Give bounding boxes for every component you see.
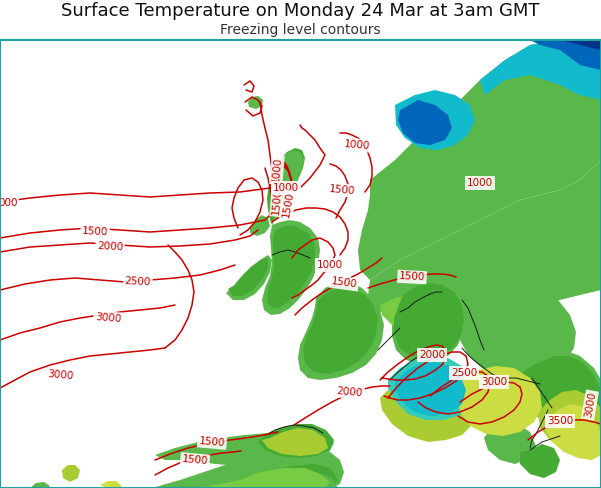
Polygon shape (298, 282, 384, 380)
Text: 1500: 1500 (281, 191, 295, 219)
Text: 000: 000 (0, 198, 18, 208)
Text: 1500: 1500 (198, 436, 225, 448)
Polygon shape (362, 288, 404, 312)
Text: 1500: 1500 (271, 188, 283, 216)
Text: 3000: 3000 (94, 312, 121, 324)
Polygon shape (358, 40, 601, 280)
Text: 2500: 2500 (451, 368, 477, 378)
Text: 1000: 1000 (467, 178, 493, 188)
Polygon shape (200, 468, 330, 488)
Polygon shape (484, 422, 536, 464)
Polygon shape (303, 288, 378, 374)
Polygon shape (100, 481, 122, 488)
Polygon shape (210, 464, 338, 488)
Text: 3000: 3000 (481, 377, 507, 387)
Polygon shape (380, 376, 474, 442)
Text: 1500: 1500 (182, 454, 209, 466)
Polygon shape (248, 96, 263, 109)
Polygon shape (538, 390, 601, 455)
Polygon shape (226, 255, 272, 300)
Text: 1500: 1500 (329, 184, 356, 196)
Text: 2000: 2000 (97, 242, 123, 253)
Polygon shape (395, 90, 475, 150)
Text: 2000: 2000 (419, 350, 445, 360)
Polygon shape (267, 226, 315, 308)
Polygon shape (398, 100, 452, 145)
Text: 3000: 3000 (583, 391, 597, 419)
Polygon shape (380, 295, 440, 335)
Polygon shape (560, 40, 601, 50)
Text: 3000: 3000 (46, 369, 73, 381)
Text: 1000: 1000 (344, 139, 370, 151)
Polygon shape (240, 472, 338, 488)
Polygon shape (155, 426, 334, 466)
Text: 1500: 1500 (331, 276, 358, 290)
Polygon shape (458, 366, 542, 436)
Polygon shape (262, 428, 328, 456)
Polygon shape (258, 424, 334, 458)
Polygon shape (267, 148, 305, 225)
Text: 3500: 3500 (547, 416, 573, 426)
Text: 2500: 2500 (124, 276, 151, 288)
Polygon shape (394, 283, 464, 358)
Polygon shape (262, 220, 320, 315)
Polygon shape (520, 444, 560, 478)
Polygon shape (480, 40, 601, 100)
Polygon shape (365, 160, 601, 320)
Polygon shape (228, 258, 268, 296)
Polygon shape (271, 150, 304, 220)
Text: Surface Temperature on Monday 24 Mar at 3am GMT: Surface Temperature on Monday 24 Mar at … (61, 2, 540, 20)
Polygon shape (520, 356, 601, 430)
Text: 2000: 2000 (337, 386, 364, 398)
Text: 1000: 1000 (273, 183, 299, 193)
Polygon shape (516, 350, 601, 435)
Polygon shape (392, 278, 466, 364)
Polygon shape (530, 40, 601, 70)
Polygon shape (458, 282, 576, 378)
Text: 1500: 1500 (398, 271, 426, 283)
Polygon shape (30, 482, 50, 488)
Text: 1000: 1000 (271, 157, 283, 183)
Polygon shape (152, 448, 344, 488)
Polygon shape (62, 465, 80, 482)
Polygon shape (388, 356, 476, 420)
Text: Freezing level contours: Freezing level contours (220, 23, 381, 37)
Text: 1500: 1500 (82, 226, 108, 238)
Polygon shape (250, 215, 270, 236)
Polygon shape (546, 404, 601, 460)
Text: 1000: 1000 (317, 260, 343, 270)
Polygon shape (395, 362, 466, 416)
